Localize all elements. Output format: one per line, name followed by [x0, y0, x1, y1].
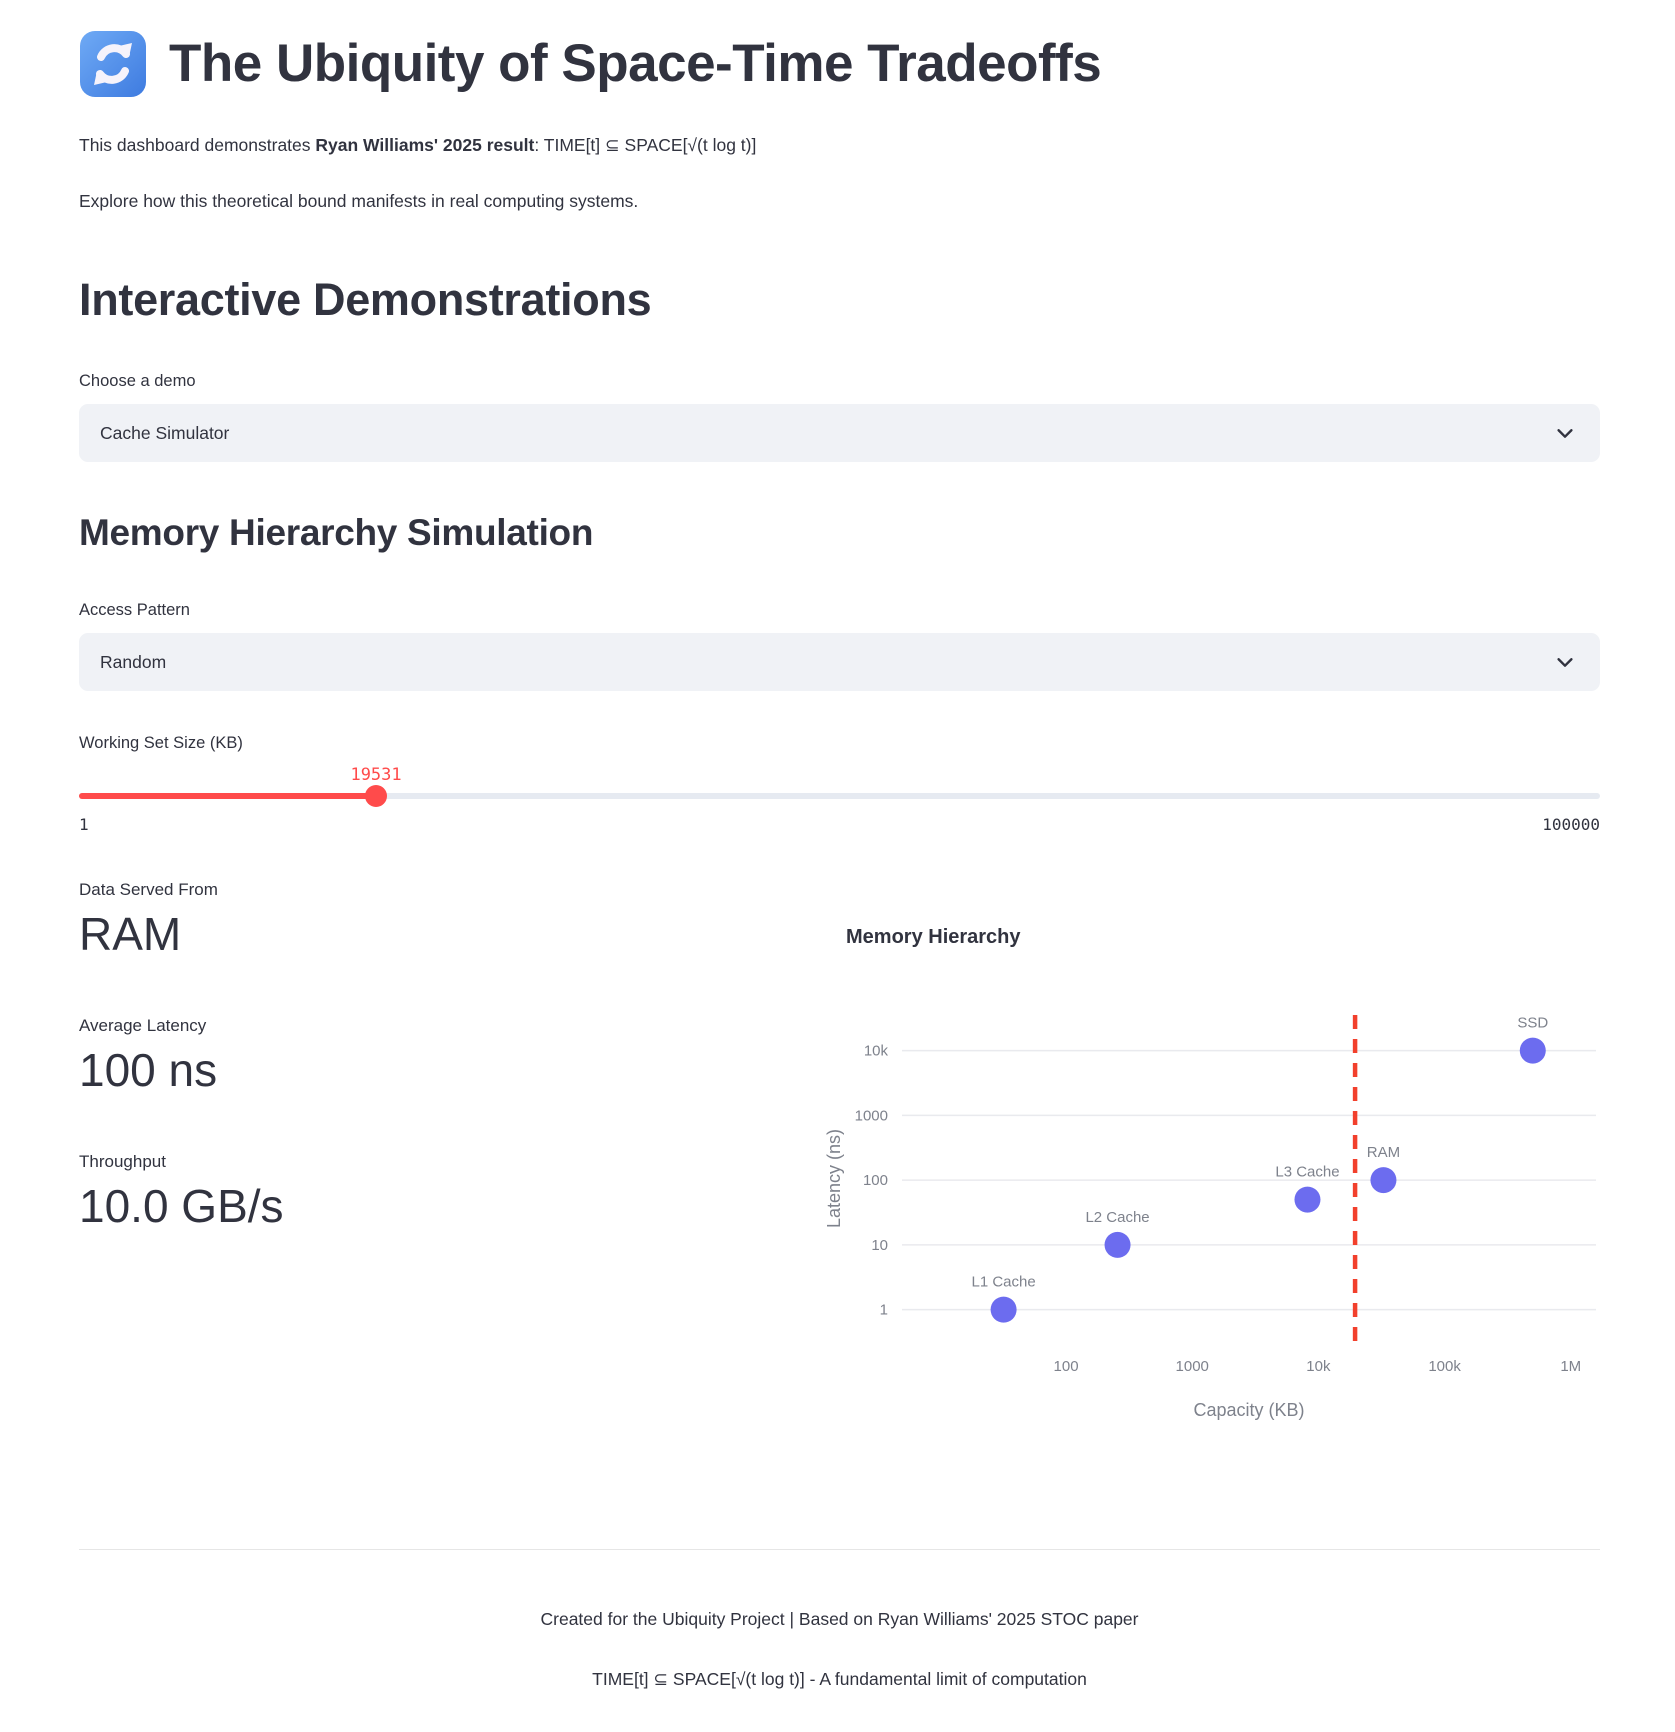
access-pattern-label: Access Pattern — [79, 601, 190, 619]
choose-demo-label: Choose a demo — [79, 372, 196, 390]
svg-text:100: 100 — [1054, 1358, 1079, 1375]
slider-thumb[interactable] — [365, 785, 388, 807]
metric-data-served-from: Data Served From RAM — [79, 878, 824, 964]
demo-select[interactable]: Cache Simulator — [79, 404, 1600, 462]
metric-value: 10.0 GB/s — [79, 1180, 284, 1232]
footer-line-2: TIME[t] ⊆ SPACE[√(t log t)] - A fundamen… — [592, 1669, 1087, 1689]
metric-average-latency: Average Latency 100 ns — [79, 1014, 824, 1100]
section-heading-simulation: Memory Hierarchy Simulation — [79, 512, 594, 553]
slider-track[interactable] — [79, 785, 1600, 807]
slider-value-label: 19531 — [350, 765, 402, 785]
slider-min-label: 1 — [79, 815, 89, 834]
intro-line-2: Explore how this theoretical bound manif… — [79, 191, 639, 211]
metric-value: RAM — [79, 908, 182, 960]
svg-text:1000: 1000 — [855, 1107, 888, 1124]
page-title: The Ubiquity of Space-Time Tradeoffs — [169, 34, 1102, 93]
access-pattern-select[interactable]: Random — [79, 633, 1600, 691]
slider-minmax-row: 1 100000 — [79, 815, 1600, 834]
slider-fill — [79, 793, 377, 799]
chevron-down-icon — [1557, 658, 1573, 667]
svg-text:RAM: RAM — [1367, 1144, 1400, 1161]
working-set-label: Working Set Size (KB) — [79, 734, 243, 752]
svg-text:L1 Cache: L1 Cache — [971, 1274, 1035, 1291]
svg-text:10k: 10k — [864, 1043, 889, 1060]
demo-select-value: Cache Simulator — [100, 422, 230, 443]
svg-text:L2 Cache: L2 Cache — [1085, 1209, 1149, 1226]
svg-text:100k: 100k — [1428, 1358, 1461, 1375]
svg-text:Memory Hierarchy: Memory Hierarchy — [846, 926, 1021, 948]
metric-label: Data Served From — [79, 880, 218, 899]
page-header: The Ubiquity of Space-Time Tradeoffs — [79, 26, 1600, 101]
intro-bold: Ryan Williams' 2025 result — [315, 135, 535, 155]
results-row: Data Served From RAM Average Latency 100… — [79, 878, 1600, 1437]
svg-text:1000: 1000 — [1176, 1358, 1209, 1375]
svg-text:10: 10 — [871, 1237, 888, 1254]
memory-hierarchy-chart: Memory Hierarchy 1 10 100 1000 10k 100 1000 10k 1… — [824, 912, 1600, 1437]
metric-value: 100 ns — [79, 1044, 218, 1096]
access-pattern-value: Random — [100, 651, 167, 672]
svg-text:Latency (ns): Latency (ns) — [824, 1129, 844, 1228]
intro-line-1: This dashboard demonstrates Ryan William… — [79, 133, 1600, 157]
svg-text:Capacity (KB): Capacity (KB) — [1193, 1400, 1304, 1420]
svg-text:1: 1 — [880, 1302, 888, 1319]
metric-label: Average Latency — [79, 1016, 207, 1035]
refresh-icon — [80, 30, 146, 97]
footer-line-1: Created for the Ubiquity Project | Based… — [540, 1609, 1139, 1629]
chevron-down-icon — [1557, 429, 1573, 438]
svg-text:SSD: SSD — [1517, 1015, 1548, 1032]
metric-throughput: Throughput 10.0 GB/s — [79, 1150, 824, 1236]
intro-formula: : TIME[t] ⊆ SPACE[√(t log t)] — [534, 135, 757, 155]
svg-text:10k: 10k — [1306, 1358, 1331, 1375]
svg-text:1M: 1M — [1560, 1358, 1581, 1375]
footer-divider — [79, 1549, 1600, 1550]
intro-prefix: This dashboard demonstrates — [79, 135, 316, 155]
slider-max-label: 100000 — [1542, 815, 1600, 834]
section-heading-demos: Interactive Demonstrations — [79, 274, 652, 325]
chart-column: Memory Hierarchy 1 10 100 1000 10k 100 1000 10k 1… — [824, 878, 1600, 1437]
working-set-slider[interactable]: 19531 1 100000 — [79, 763, 1600, 834]
metric-label: Throughput — [79, 1152, 166, 1171]
metrics-column: Data Served From RAM Average Latency 100… — [79, 878, 824, 1437]
svg-text:100: 100 — [863, 1172, 888, 1189]
svg-text:L3 Cache: L3 Cache — [1275, 1164, 1339, 1181]
